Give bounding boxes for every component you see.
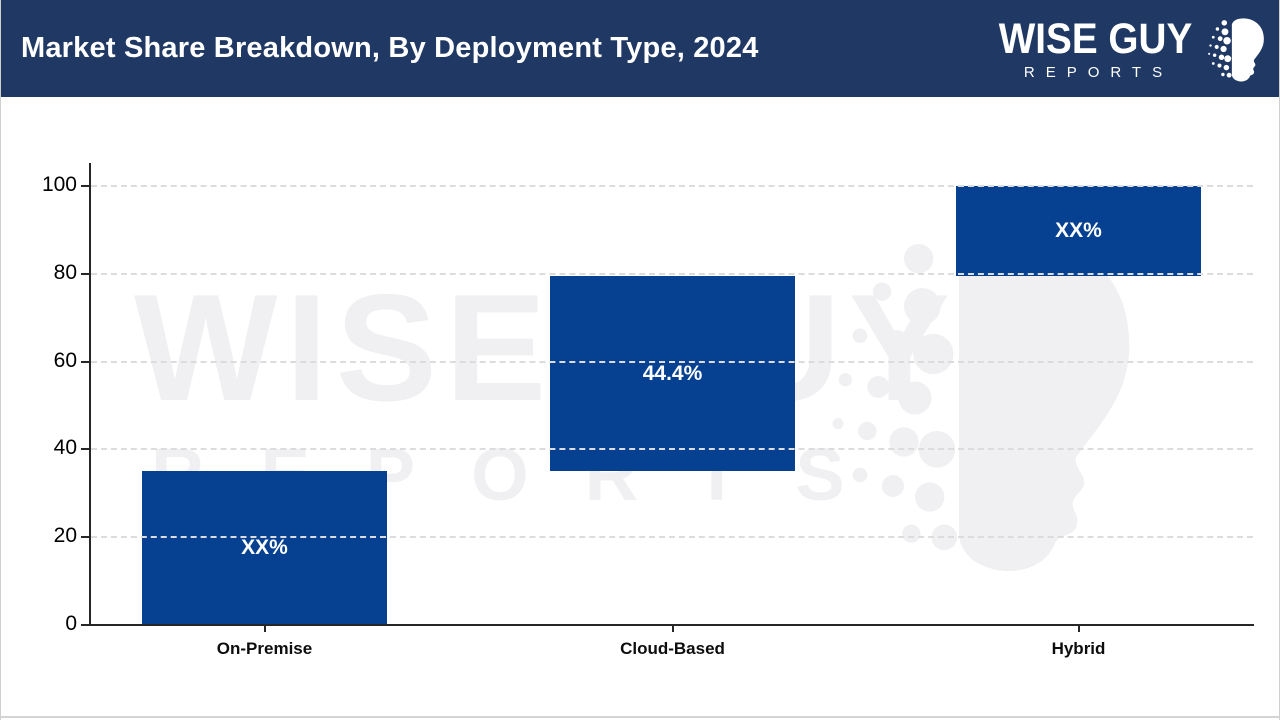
y-axis-tick xyxy=(81,448,89,451)
y-gridline xyxy=(91,448,1253,451)
y-axis-tick xyxy=(81,272,89,275)
x-axis-line xyxy=(89,624,1254,626)
bar-value-label: 44.4% xyxy=(642,361,703,385)
wiseguy-logo: WISE GUY REPORTS xyxy=(988,6,1267,92)
y-axis-tick xyxy=(81,624,89,626)
y-gridline xyxy=(91,185,1253,187)
y-axis-tick-label: 80 xyxy=(53,260,77,284)
bar-segment: XX% xyxy=(142,471,387,625)
x-axis-tick xyxy=(263,626,266,632)
bar-segment: XX% xyxy=(956,186,1201,277)
bar-value-label: XX% xyxy=(241,536,288,560)
bar-segment: 44.4% xyxy=(550,276,795,472)
bar-value-label: XX% xyxy=(1055,219,1102,243)
y-axis-line xyxy=(89,163,91,626)
y-axis-tick-label: 60 xyxy=(53,348,77,372)
y-axis-tick-label: 0 xyxy=(65,612,77,635)
y-gridline xyxy=(91,360,1253,363)
y-axis-tick-label: 100 xyxy=(41,173,77,196)
x-axis-category-label: Hybrid xyxy=(1051,639,1106,658)
y-gridline xyxy=(91,536,1253,539)
header-bar: Market Share Breakdown, By Deployment Ty… xyxy=(1,0,1279,97)
chart-title: Market Share Breakdown, By Deployment Ty… xyxy=(21,32,759,64)
y-gridline xyxy=(91,272,1253,275)
card-bottom-edge xyxy=(1,716,1279,718)
logo-text: WISE GUY REPORTS xyxy=(988,15,1203,81)
y-axis-tick xyxy=(81,360,89,363)
x-axis-category-label: On-Premise xyxy=(216,639,313,658)
y-axis-tick xyxy=(81,536,89,539)
y-axis-tick xyxy=(81,185,89,187)
logo-head-icon xyxy=(1208,18,1264,82)
y-axis-tick-label: 20 xyxy=(53,524,77,548)
logo-brand-sub: REPORTS xyxy=(1023,64,1174,81)
x-axis-tick xyxy=(1077,626,1080,632)
logo-brand-name: WISE GUY xyxy=(998,15,1193,63)
y-axis-tick-label: 40 xyxy=(53,436,77,460)
x-axis-category-label: Cloud-Based xyxy=(620,639,725,658)
x-axis-tick xyxy=(671,626,674,632)
